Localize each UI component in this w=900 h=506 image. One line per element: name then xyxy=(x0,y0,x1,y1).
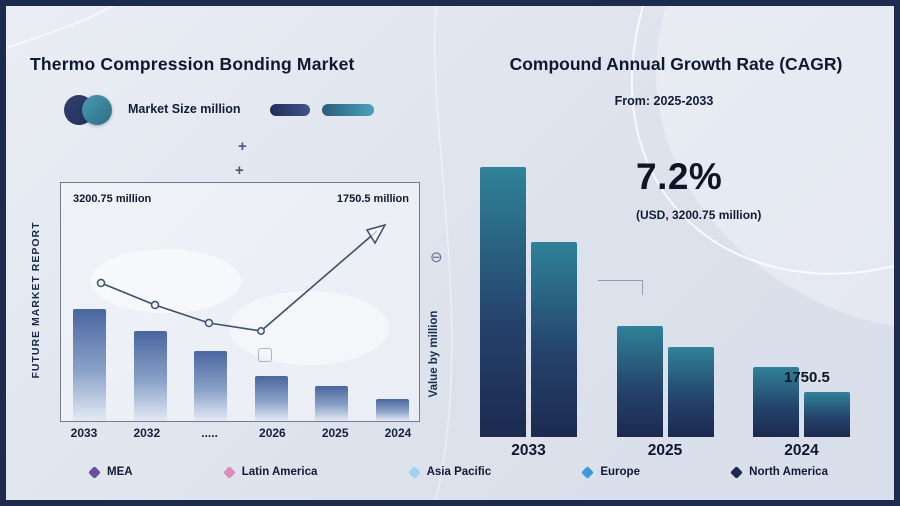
right-bar-2033-series-2 xyxy=(531,242,577,437)
left-chart-bars xyxy=(73,309,409,421)
legend-label: North America xyxy=(749,466,828,478)
left-chart-xlabels: 2033 2032..... 2026 2025 2024 xyxy=(62,426,420,440)
legend-diamond-icon xyxy=(407,465,421,479)
left-xlabel-2025: 2025 xyxy=(321,426,349,440)
cagr-title: Compound Annual Growth Rate (CAGR) xyxy=(509,54,843,74)
legend-item-north-america: North America xyxy=(730,465,828,479)
legend-item-europe: Europe xyxy=(581,465,640,479)
cagr-period-subtitle: From: 2025-2033 xyxy=(614,94,714,108)
min-value-annotation: 1750.5 million xyxy=(336,193,409,205)
right-xlabel-2033: 2033 xyxy=(511,442,546,459)
left-xlabel-2032: 2032 xyxy=(133,426,161,440)
right-bar-2025-series-2 xyxy=(667,347,714,437)
left-bar-2033 xyxy=(73,309,106,421)
value-by-million-axis-label: Value by million xyxy=(428,310,440,398)
legend-diamond-icon xyxy=(88,465,101,479)
right-chart-bars xyxy=(480,163,850,437)
right-chart-xlabels: 2033 2025 2024 xyxy=(480,442,850,460)
legend-diamond-icon xyxy=(730,465,744,479)
left-bar-2032 xyxy=(133,331,167,421)
plus-decoration-1: + xyxy=(238,138,247,155)
cagr-usd-detail: (USD, 3200.75 million) xyxy=(636,208,762,222)
circle-minus-decoration: ⊖ xyxy=(430,249,443,266)
left-xlabel-2026: 2026 xyxy=(259,426,286,440)
cloud-decoration-1 xyxy=(91,249,241,313)
left-chart-title: Thermo Compression Bonding Market xyxy=(30,54,355,74)
market-size-icon xyxy=(64,92,120,128)
step-line-decoration xyxy=(598,280,643,295)
left-xlabel-2033: 2033 xyxy=(70,426,98,440)
legend-item-latin-america: Latin America xyxy=(222,465,318,479)
legend-label: Latin America xyxy=(241,466,318,478)
square-outline-decoration xyxy=(258,348,272,362)
left-bar-2026 xyxy=(254,376,288,421)
legend-label: MEA xyxy=(107,466,133,478)
market-size-legend-label: Market Size million xyxy=(128,102,241,116)
right-bar-2024-series-2 xyxy=(804,392,850,437)
cloud-decoration-2 xyxy=(229,291,389,365)
left-bar-2024 xyxy=(375,399,409,421)
max-value-annotation: 3200.75 million xyxy=(73,193,152,205)
trend-arrow-overlay xyxy=(96,223,387,335)
legend-label: Asia Pacific xyxy=(426,466,492,478)
future-market-report-watermark: FUTURE MARKET REPORT xyxy=(30,221,42,379)
right-xlabel-2024: 2024 xyxy=(784,442,819,459)
left-bar-..... xyxy=(194,351,228,421)
legend-pill-teal xyxy=(322,104,374,116)
market-size-icon-teal-disc xyxy=(82,95,112,125)
legend-diamond-icon xyxy=(581,465,595,479)
left-xlabel-.....: ..... xyxy=(201,426,218,440)
left-bar-2025 xyxy=(315,386,349,421)
right-bar-2024-series-1 xyxy=(753,367,799,437)
right-bar-2033-series-1 xyxy=(480,167,526,437)
right-bar-group-2024 xyxy=(753,367,850,437)
legend-pill-navy xyxy=(270,104,310,116)
right-xlabel-2025: 2025 xyxy=(647,442,683,459)
legend-item-asia-pacific: Asia Pacific xyxy=(407,465,492,479)
legend-diamond-icon xyxy=(222,465,236,479)
plus-decoration-2: + xyxy=(235,162,244,179)
legend-item-mea: MEA xyxy=(88,465,133,479)
left-chart-plot-area: 3200.75 million 1750.5 million xyxy=(60,182,420,422)
region-legend: MEA Latin America Asia Pacific Europe North … xyxy=(88,465,828,479)
cagr-percentage: 7.2% xyxy=(636,156,723,197)
bar-value-annotation: 1750.5 xyxy=(784,369,830,386)
right-bar-2025-series-1 xyxy=(616,326,663,437)
legend-label: Europe xyxy=(600,466,640,478)
right-bar-group-2025 xyxy=(616,326,714,437)
right-bar-group-2033 xyxy=(480,167,577,437)
left-xlabel-2024: 2024 xyxy=(384,426,412,440)
